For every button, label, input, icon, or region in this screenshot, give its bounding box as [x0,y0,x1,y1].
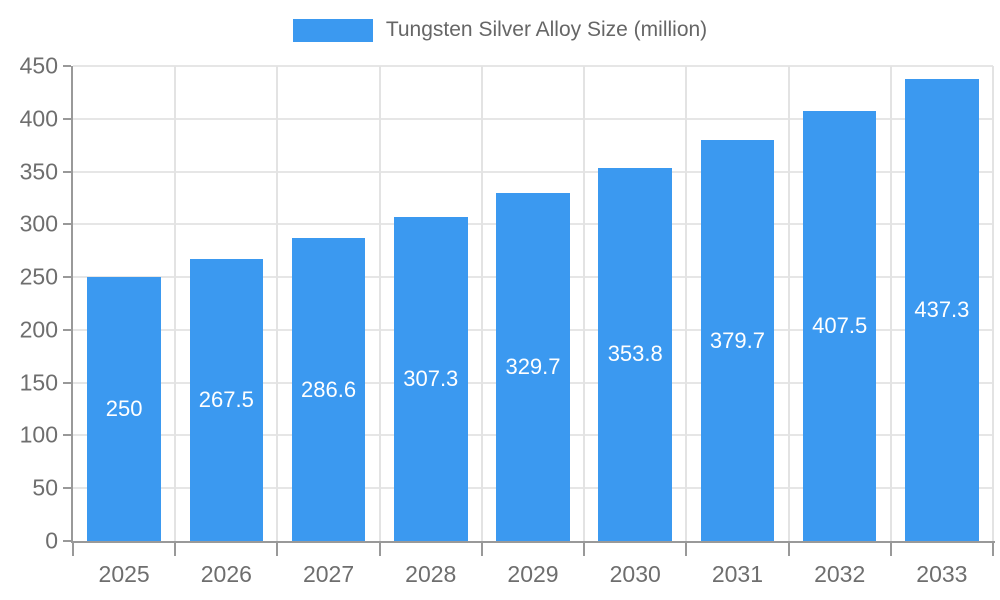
gridline-v [992,66,994,541]
x-axis-label: 2029 [507,561,559,587]
gridline-h [73,170,993,173]
y-axis-label: 350 [19,158,58,185]
bar-value-label: 379.7 [709,327,765,353]
bar-2026[interactable]: 267.5 [189,258,264,541]
x-axis-label: 2027 [302,561,355,587]
y-axis-tick [63,117,71,120]
y-axis-tick [63,223,71,226]
y-axis-label: 200 [19,316,58,343]
bar-2029[interactable]: 329.7 [496,192,570,541]
bar-2032[interactable]: 407.5 [802,110,877,541]
gridline-v [583,66,586,541]
x-axis-tick [378,543,381,556]
bar-value-label: 329.7 [505,353,561,379]
bar-2027[interactable]: 286.6 [291,238,366,541]
bar-2033[interactable]: 437.3 [905,79,979,541]
x-axis-line [71,541,995,543]
y-axis-tick [63,434,71,437]
y-axis-label: 250 [19,263,58,290]
bar-2028[interactable]: 307.3 [393,216,468,541]
gridline-v [480,66,483,541]
bar-value-label: 407.5 [812,312,868,338]
bar-value-label: 437.3 [914,297,970,323]
x-axis-label: 2033 [916,561,968,587]
bar-value-label: 353.8 [607,341,663,367]
legend-swatch [292,18,373,42]
x-axis-tick [583,543,586,556]
gridline-v [889,66,892,541]
x-axis-label: 2028 [405,561,457,587]
y-axis-tick [63,381,71,384]
gridline-v [787,66,790,541]
bar-2025[interactable]: 250 [87,277,161,541]
plot-area: 0 50 100 150 200 250 300 350 400 450 250 2025 267.5 2… [20,54,995,586]
gridline-v [276,66,279,541]
y-axis-label: 150 [19,369,58,396]
x-axis-tick [889,543,892,556]
x-axis-tick [174,543,177,556]
y-axis-label: 450 [19,52,58,79]
gridline-v [174,66,177,541]
x-axis-tick [685,543,688,556]
x-axis-tick [992,543,994,556]
y-axis-tick [63,276,71,279]
bar-value-label: 250 [105,396,143,422]
y-axis-tick [63,170,71,173]
legend-label: Tungsten Silver Alloy Size (million) [385,18,708,41]
legend[interactable]: Tungsten Silver Alloy Size (million) [0,18,1000,42]
y-axis-line [71,66,73,543]
bar-value-label: 307.3 [403,365,459,391]
y-axis-label: 100 [19,421,58,448]
y-axis-tick [63,65,71,67]
gridline-h [73,117,993,120]
bar-value-label: 267.5 [198,386,254,412]
y-axis-tick [63,540,71,542]
x-axis-label: 2026 [200,561,252,587]
bar-2031[interactable]: 379.7 [700,140,775,541]
x-axis-tick [72,543,74,556]
y-axis-label: 400 [19,105,58,132]
x-axis-tick [787,543,790,556]
bar-2030[interactable]: 353.8 [598,167,673,541]
y-axis-label: 300 [19,210,58,237]
bar-value-label: 286.6 [301,376,357,402]
y-axis-label: 0 [45,527,58,554]
gridline-h [73,65,993,67]
gridline-v [378,66,381,541]
x-axis-label: 2031 [711,561,764,587]
y-axis-tick [63,487,71,490]
x-axis-tick [276,543,279,556]
gridline-v [685,66,688,541]
y-axis-tick [63,328,71,331]
x-axis-tick [480,543,483,556]
x-axis-label: 2025 [98,561,150,587]
x-axis-label: 2032 [814,561,866,587]
y-axis-label: 50 [32,474,58,501]
x-axis-label: 2030 [609,561,661,587]
